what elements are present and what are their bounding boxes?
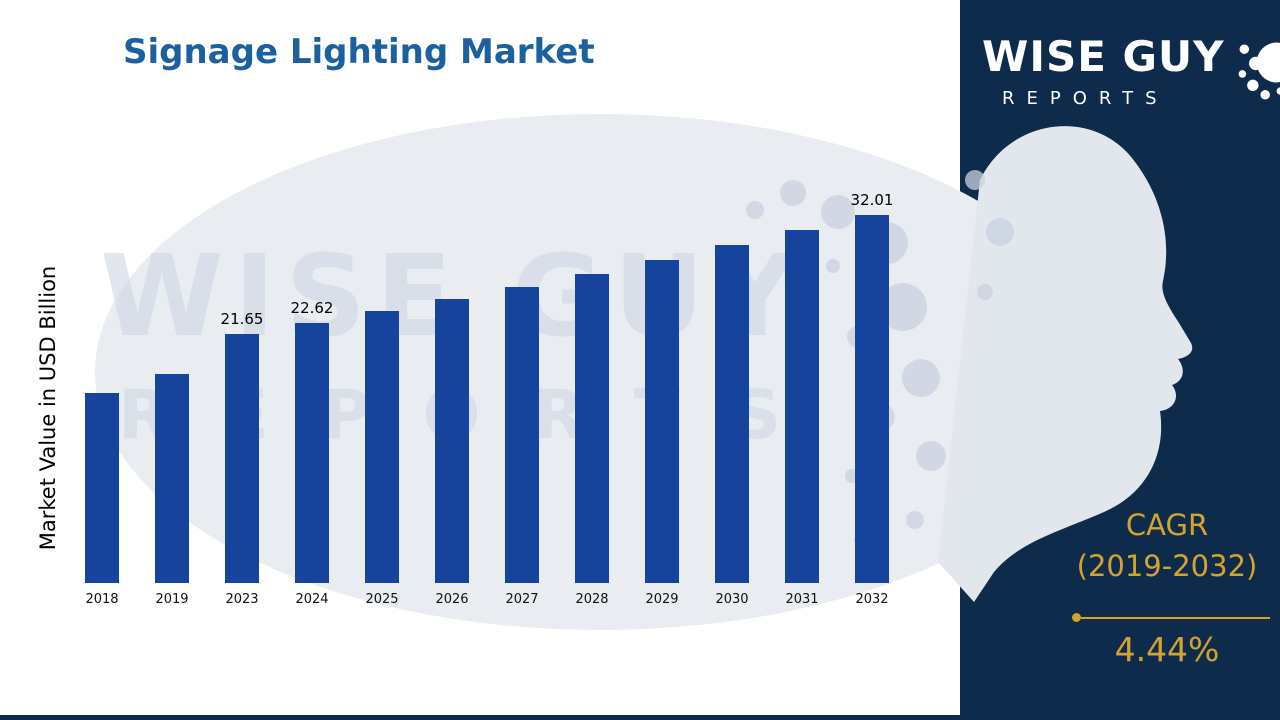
bar bbox=[85, 393, 119, 583]
x-axis-tick-label: 2031 bbox=[785, 592, 819, 607]
x-axis-tick-label: 2026 bbox=[435, 592, 469, 607]
x-axis-tick-label: 2024 bbox=[295, 592, 329, 607]
bar-group: 2030 bbox=[715, 245, 749, 607]
brand-logo: WISE GUY bbox=[982, 32, 1280, 110]
bar-group: 22.62 2024 bbox=[291, 299, 334, 607]
x-axis-tick-label: 2032 bbox=[855, 592, 889, 607]
x-axis-tick-label: 2029 bbox=[645, 592, 679, 607]
x-axis-tick-label: 2018 bbox=[85, 592, 119, 607]
cagr-divider bbox=[1072, 613, 1270, 622]
bar-group: 21.65 2023 bbox=[221, 310, 264, 607]
bar-chart: 2018 2019 21.65 2023 22.62 2024 2025 2026 2027 20… bbox=[85, 180, 894, 607]
y-axis-label: Market Value in USD Billion bbox=[36, 265, 60, 551]
bar-group: 2027 bbox=[505, 287, 539, 607]
x-axis-tick-label: 2030 bbox=[715, 592, 749, 607]
bar-group: 32.01 2032 bbox=[851, 191, 894, 607]
bar-value-label: 32.01 bbox=[850, 191, 894, 209]
bar-group: 2019 bbox=[155, 374, 189, 607]
bar bbox=[295, 323, 329, 583]
brand-logo-text: WISE GUY bbox=[982, 32, 1225, 81]
bars-container: 2018 2019 21.65 2023 22.62 2024 2025 2026 2027 20… bbox=[85, 180, 894, 607]
bar bbox=[645, 260, 679, 583]
bar-value-label: 22.62 bbox=[290, 299, 334, 317]
cagr-range: (2019-2032) bbox=[1076, 548, 1258, 583]
bar-value-label: 21.65 bbox=[220, 310, 264, 328]
cagr-divider-line bbox=[1081, 616, 1270, 619]
brand-logo-subtitle: REPORTS bbox=[1002, 88, 1169, 109]
bar-group: 2026 bbox=[435, 299, 469, 607]
bar-group: 2029 bbox=[645, 260, 679, 607]
bar bbox=[435, 299, 469, 583]
bar bbox=[225, 334, 259, 583]
x-axis-tick-label: 2027 bbox=[505, 592, 539, 607]
chart-title: Signage Lighting Market bbox=[123, 32, 595, 72]
bar bbox=[155, 374, 189, 583]
cagr-label: CAGR bbox=[1125, 508, 1209, 542]
x-axis-tick-label: 2019 bbox=[155, 592, 189, 607]
x-axis-tick-label: 2028 bbox=[575, 592, 609, 607]
bar bbox=[505, 287, 539, 583]
cagr-block: CAGR (2019-2032) bbox=[1062, 505, 1272, 586]
bar bbox=[575, 274, 609, 583]
bar bbox=[855, 215, 889, 583]
bar-group: 2028 bbox=[575, 274, 609, 607]
bar bbox=[785, 230, 819, 583]
x-axis-tick-label: 2025 bbox=[365, 592, 399, 607]
bar-group: 2025 bbox=[365, 311, 399, 607]
cagr-value: 4.44% bbox=[1114, 630, 1220, 669]
bar bbox=[365, 311, 399, 583]
bar-group: 2018 bbox=[85, 393, 119, 607]
bar-group: 2031 bbox=[785, 230, 819, 607]
cagr-divider-dot bbox=[1072, 613, 1081, 622]
brand-face-icon bbox=[1238, 42, 1280, 100]
x-axis-tick-label: 2023 bbox=[225, 592, 259, 607]
bottom-rule bbox=[0, 715, 1280, 720]
bar bbox=[715, 245, 749, 583]
